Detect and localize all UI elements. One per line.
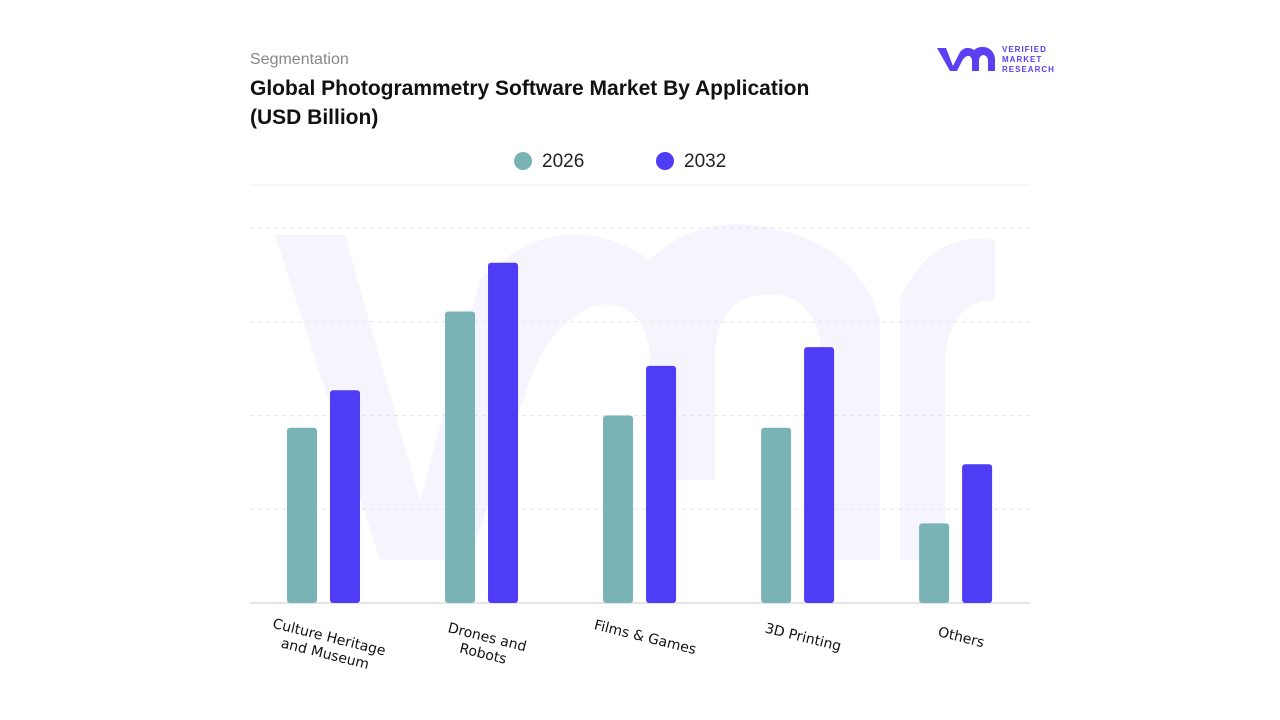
legend-marker (656, 152, 674, 170)
bar (761, 427, 792, 603)
legend-label: 2026 (542, 151, 584, 172)
bar (287, 427, 317, 603)
bar (962, 464, 993, 603)
bar (445, 311, 476, 603)
bar (646, 365, 677, 603)
logo-mark (937, 46, 995, 71)
legend-marker (514, 152, 532, 170)
bar (919, 523, 950, 603)
logo-text: VERIFIED (1002, 45, 1047, 54)
kicker: Segmentation (250, 51, 349, 68)
chart-title: Global Photogrammetry Software Market By… (250, 77, 810, 129)
watermark (275, 224, 995, 560)
bar (603, 415, 634, 603)
bar (488, 262, 519, 603)
logo: VERIFIED MARKET RESEARCH (937, 45, 1055, 74)
legend-label: 2032 (684, 151, 726, 172)
bar (804, 347, 835, 603)
bar (330, 390, 360, 603)
logo-text: RESEARCH (1002, 65, 1055, 74)
logo-text: MARKET (1002, 55, 1042, 64)
